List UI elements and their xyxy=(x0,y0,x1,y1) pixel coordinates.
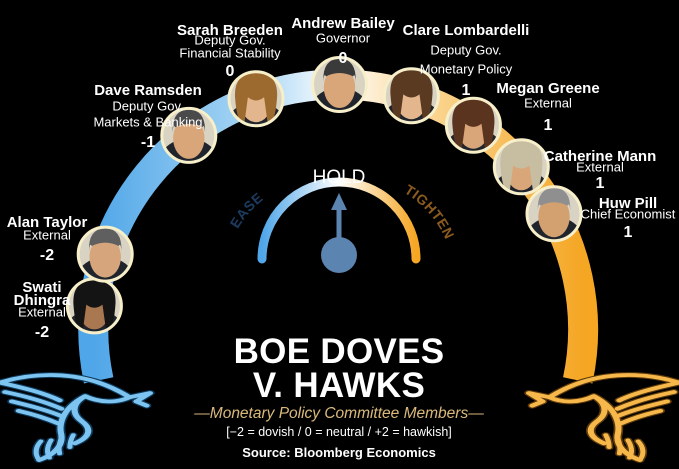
svg-text:1: 1 xyxy=(462,82,471,99)
svg-text:—Monetary Policy Committee Mem: —Monetary Policy Committee Members— xyxy=(193,405,484,422)
svg-text:V. HAWKS: V. HAWKS xyxy=(253,366,425,405)
svg-text:Deputy Gov.: Deputy Gov. xyxy=(430,42,501,57)
svg-text:-2: -2 xyxy=(35,324,49,341)
svg-text:External: External xyxy=(23,227,71,242)
svg-text:External: External xyxy=(18,304,66,319)
svg-text:1: 1 xyxy=(596,175,605,192)
svg-text:Markets & Banking: Markets & Banking xyxy=(93,114,202,129)
svg-text:Governor: Governor xyxy=(316,30,371,45)
svg-text:0: 0 xyxy=(339,50,348,67)
svg-text:[−2 = dovish / 0 = neutral / +: [−2 = dovish / 0 = neutral / +2 = hawkis… xyxy=(226,425,452,439)
svg-text:HOLD: HOLD xyxy=(313,167,366,188)
svg-text:-2: -2 xyxy=(40,247,54,264)
svg-text:Chief Economist: Chief Economist xyxy=(581,206,676,221)
svg-text:Monetary Policy: Monetary Policy xyxy=(420,61,513,76)
svg-text:External: External xyxy=(576,159,624,174)
svg-text:-1: -1 xyxy=(141,134,155,151)
svg-text:Source: Bloomberg Economics: Source: Bloomberg Economics xyxy=(242,445,436,460)
svg-text:0: 0 xyxy=(226,63,235,80)
svg-text:1: 1 xyxy=(624,224,633,241)
svg-text:External: External xyxy=(524,95,572,110)
svg-text:Clare Lombardelli: Clare Lombardelli xyxy=(403,22,530,39)
svg-text:EASE: EASE xyxy=(227,189,266,231)
svg-text:1: 1 xyxy=(544,117,553,134)
svg-text:Financial Stability: Financial Stability xyxy=(179,45,281,60)
svg-text:Dave Ramsden: Dave Ramsden xyxy=(94,82,202,99)
svg-text:Deputy Gov.: Deputy Gov. xyxy=(112,98,183,113)
